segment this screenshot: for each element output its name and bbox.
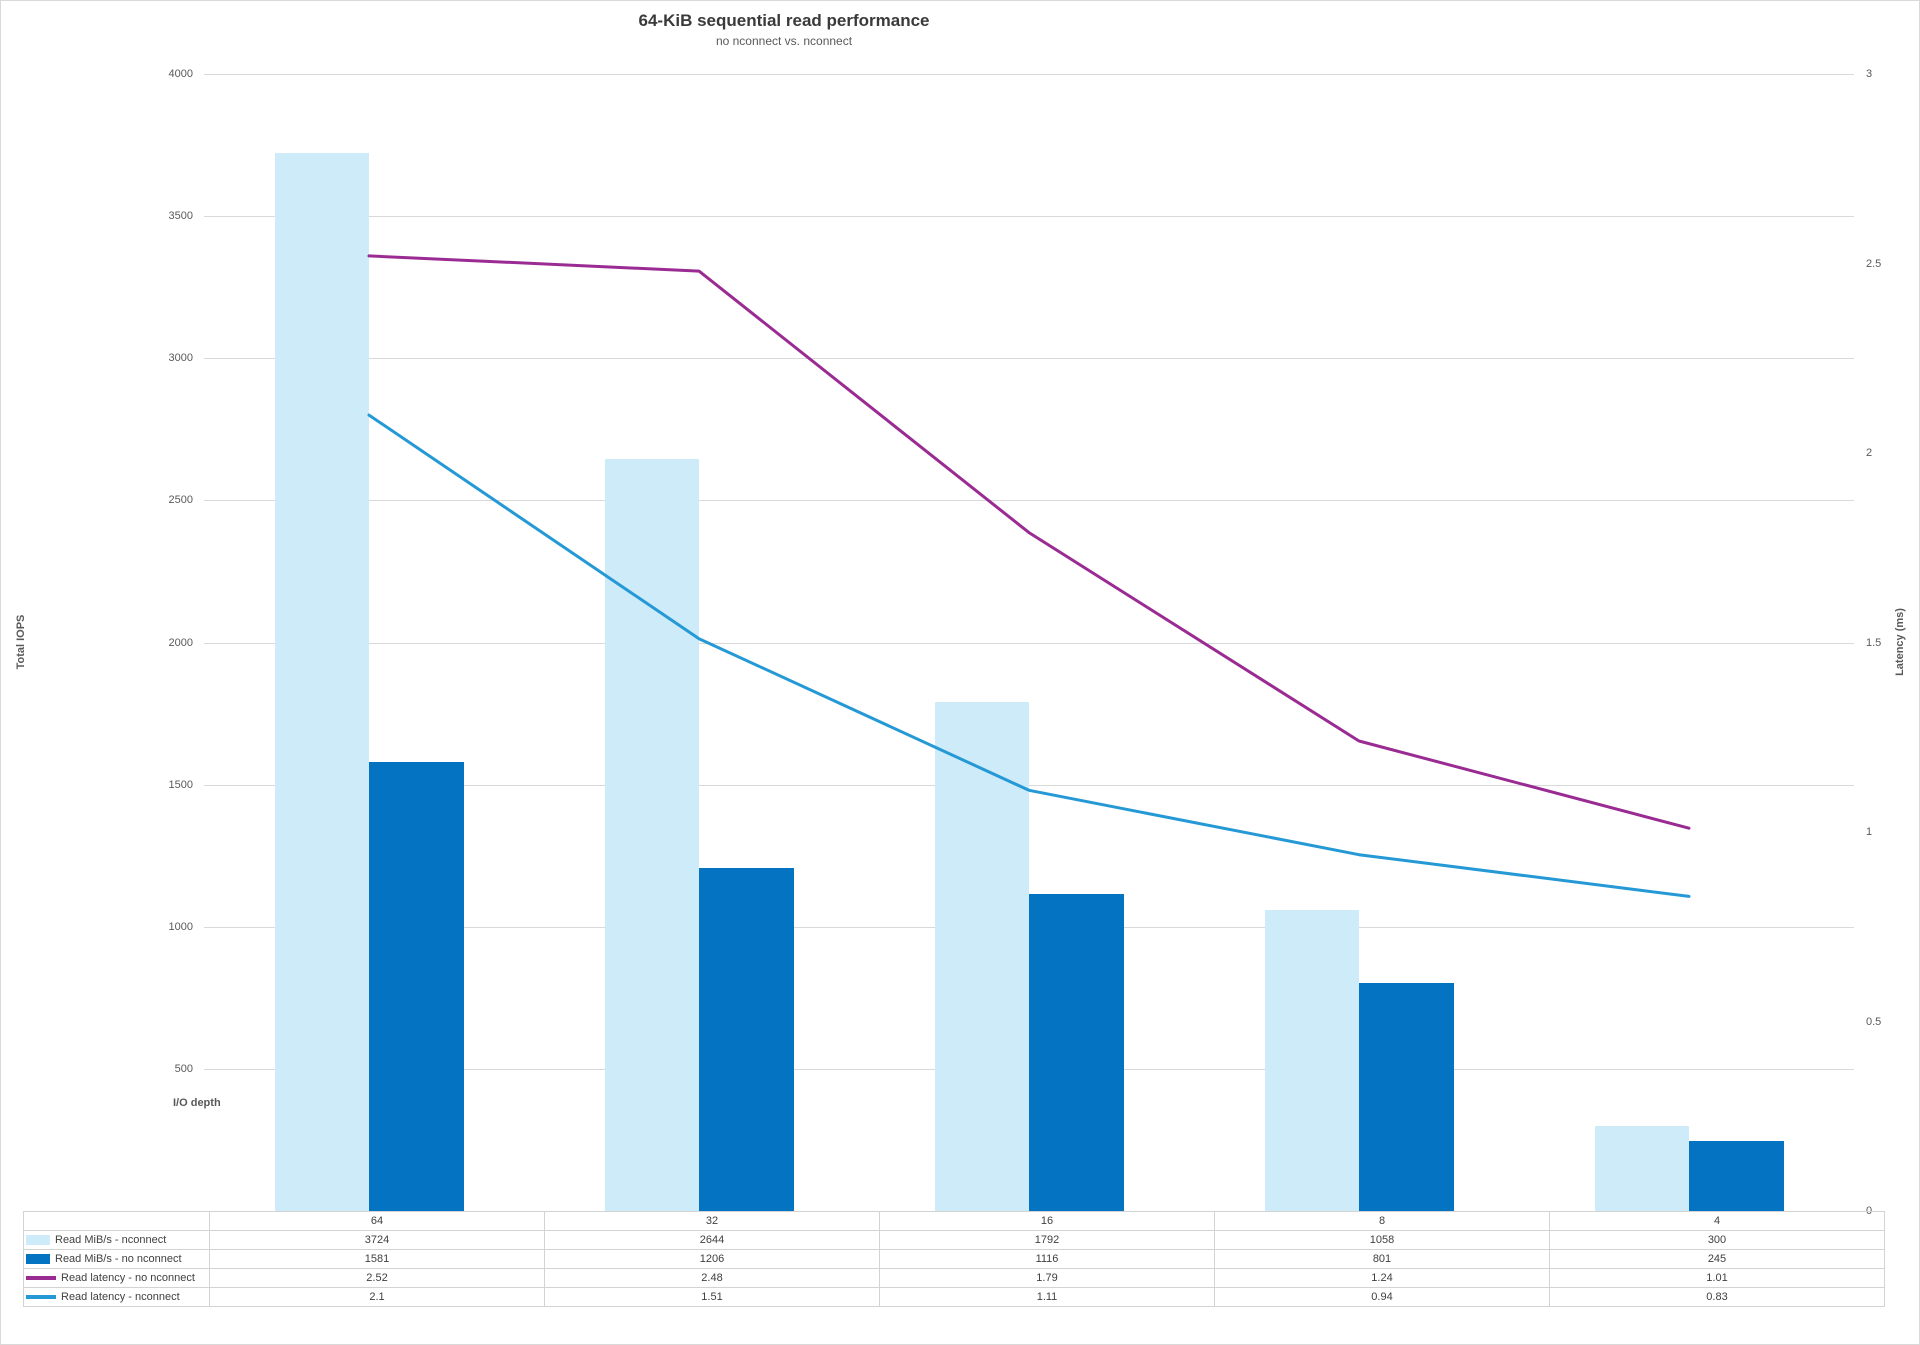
legend-cell: Read latency - no nconnect	[23, 1268, 210, 1288]
value-cell: 1.79	[879, 1268, 1215, 1288]
table-row: Read latency - no nconnect 2.52 2.48 1.79 1.…	[23, 1268, 1885, 1288]
gridline	[204, 358, 1854, 360]
chart-subtitle: no nconnect vs. nconnect	[715, 34, 853, 48]
value-cell: 2.52	[209, 1268, 545, 1288]
legend-line-swatch-icon	[26, 1276, 56, 1280]
value-cell: 801	[1214, 1249, 1550, 1269]
bar-read-mib-s-nconnect	[934, 701, 1029, 1211]
right-axis-tick-label: 2	[1866, 447, 1873, 459]
legend-cell: Read latency - nconnect	[23, 1287, 210, 1307]
legend-bar-swatch-icon	[26, 1254, 50, 1264]
value-cell: 1792	[879, 1230, 1215, 1250]
legend-line-swatch-icon	[26, 1295, 56, 1299]
right-axis-tick-label: 0.5	[1866, 1015, 1882, 1028]
legend-bar-swatch-icon	[26, 1235, 50, 1245]
bar-read-mib-s-no-nconnect	[1689, 1141, 1784, 1211]
chart-title: 64-KiB sequential read performance	[638, 11, 930, 30]
category-header-cell: 4	[1549, 1211, 1885, 1231]
legend-label: Read latency - no nconnect	[61, 1272, 195, 1284]
value-cell: 2.1	[209, 1287, 545, 1307]
table-row: Read latency - nconnect 2.1 1.51 1.11 0.94 0.…	[23, 1287, 1885, 1307]
bar-read-mib-s-nconnect	[274, 152, 369, 1211]
category-header-cell: 8	[1214, 1211, 1550, 1231]
category-header-cell: 32	[544, 1211, 880, 1231]
table-corner-cell	[23, 1211, 210, 1231]
data-table: 64 32 16 8 4 Read MiB/s - nconnect 3724 2644 179…	[23, 1211, 1885, 1307]
x-axis-title: I/O depth	[173, 1097, 221, 1109]
table-header-row: 64 32 16 8 4	[23, 1211, 1885, 1231]
left-axis-title: Total IOPS	[15, 614, 27, 670]
value-cell: 1116	[879, 1249, 1215, 1269]
right-axis-tick-label: 1	[1866, 826, 1873, 838]
value-cell: 1206	[544, 1249, 880, 1269]
legend-cell: Read MiB/s - nconnect	[23, 1230, 210, 1250]
value-cell: 0.94	[1214, 1287, 1550, 1307]
left-axis-tick-label: 3500	[168, 210, 193, 223]
value-cell: 300	[1549, 1230, 1885, 1250]
right-axis-tick-label: 3	[1866, 68, 1873, 80]
value-cell: 1581	[209, 1249, 545, 1269]
bar-read-mib-s-no-nconnect	[1359, 983, 1454, 1211]
left-axis-tick-label: 1000	[168, 920, 193, 933]
value-cell: 245	[1549, 1249, 1885, 1269]
bar-read-mib-s-nconnect	[1594, 1125, 1689, 1211]
table-row: Read MiB/s - nconnect 3724 2644 1792 1058 300	[23, 1230, 1885, 1250]
left-axis-tick-label: 4000	[168, 68, 193, 80]
value-cell: 1.11	[879, 1287, 1215, 1307]
category-header-cell: 16	[879, 1211, 1215, 1231]
gridline	[204, 74, 1854, 75]
gridline	[204, 642, 1854, 644]
value-cell: 1.01	[1549, 1268, 1885, 1288]
left-axis-tick-label: 1500	[168, 778, 193, 791]
value-cell: 3724	[209, 1230, 545, 1250]
left-axis-tick-label: 2500	[168, 494, 193, 507]
legend-label: Read MiB/s - no nconnect	[55, 1253, 182, 1265]
legend-cell: Read MiB/s - no nconnect	[23, 1249, 210, 1269]
gridline	[204, 500, 1854, 502]
table-row: Read MiB/s - no nconnect 1581 1206 1116 801 2…	[23, 1249, 1885, 1269]
legend-label: Read latency - nconnect	[61, 1291, 180, 1303]
category-header-cell: 64	[209, 1211, 545, 1231]
value-cell: 0.83	[1549, 1287, 1885, 1307]
plot-area	[204, 74, 1854, 1211]
right-axis-tick-label: 1.5	[1866, 636, 1882, 649]
left-axis-tick-label: 500	[174, 1062, 193, 1075]
gridline	[204, 216, 1854, 218]
latency-lines-layer	[367, 254, 1691, 898]
value-cell: 1.51	[544, 1287, 880, 1307]
right-axis-tick-label: 2.5	[1866, 257, 1882, 270]
line-read-latency-no-nconnect	[367, 254, 1691, 830]
legend-label: Read MiB/s - nconnect	[55, 1234, 167, 1246]
value-cell: 1058	[1214, 1230, 1550, 1250]
value-cell: 2.48	[544, 1268, 880, 1288]
gridline	[204, 784, 1854, 786]
bar-read-mib-s-nconnect	[1264, 910, 1359, 1211]
right-axis-title: Latency (ms)	[1894, 608, 1906, 676]
left-axis-tick-label: 2000	[168, 636, 193, 649]
value-cell: 1.24	[1214, 1268, 1550, 1288]
line-read-latency-nconnect	[367, 413, 1691, 898]
bar-read-mib-s-no-nconnect	[1029, 893, 1124, 1211]
bar-read-mib-s-no-nconnect	[369, 761, 464, 1211]
bar-read-mib-s-no-nconnect	[699, 868, 794, 1211]
left-axis-tick-label: 3000	[168, 352, 193, 365]
value-cell: 2644	[544, 1230, 880, 1250]
